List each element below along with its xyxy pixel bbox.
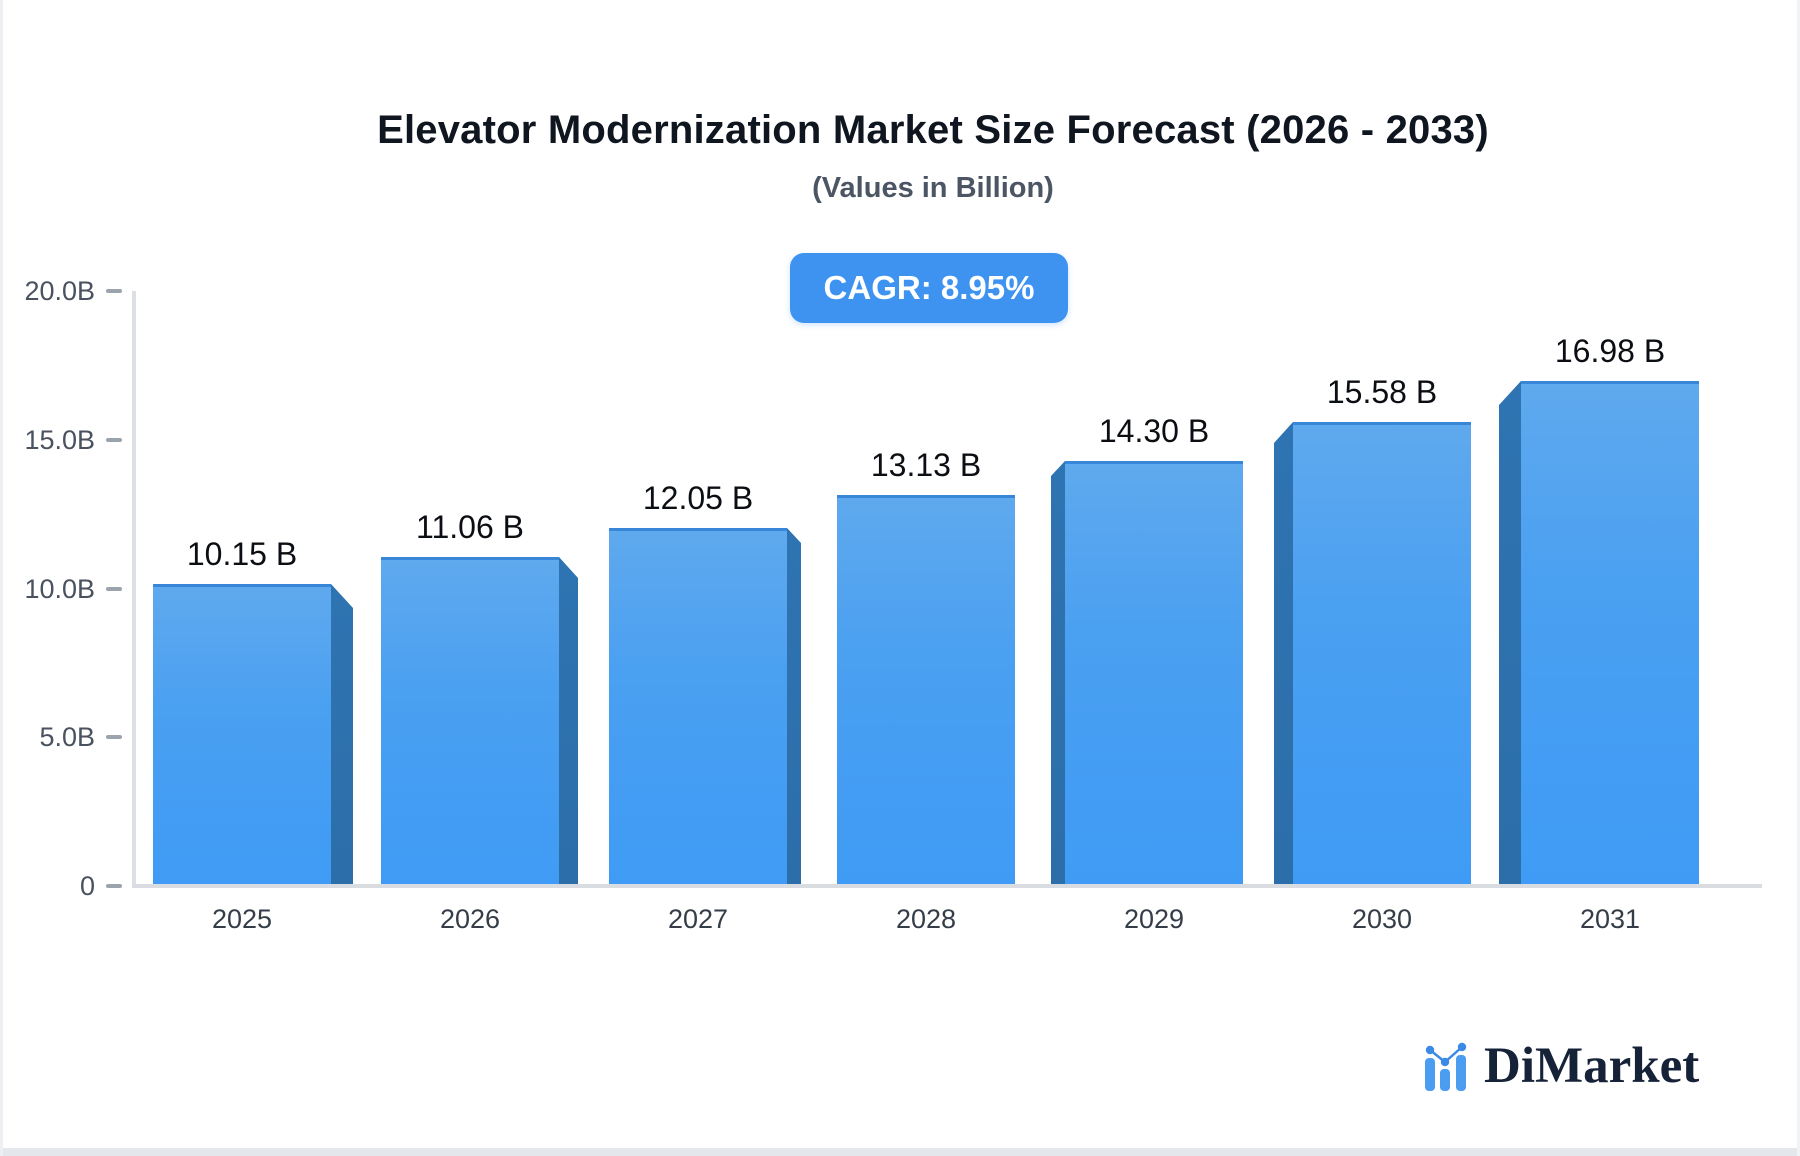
bar-value-label-2029: 14.30 B <box>1098 413 1210 449</box>
y-tick-dash-20.0B <box>106 289 122 293</box>
bar-2026 <box>381 557 559 886</box>
bar-side-shadow-2031 <box>1499 381 1521 886</box>
x-axis-label-2029: 2029 <box>1123 904 1185 934</box>
bar-side-shadow-2025 <box>331 584 353 886</box>
bar-value-label-2028: 13.13 B <box>870 447 982 483</box>
chart-subtitle: (Values in Billion) <box>812 172 1054 204</box>
bar-2030 <box>1293 422 1471 886</box>
bar-2031 <box>1521 381 1699 886</box>
brand-logo: DiMarket <box>1423 1038 1699 1094</box>
x-axis-label-2025: 2025 <box>211 904 273 934</box>
cagr-badge: CAGR: 8.95% <box>790 253 1068 323</box>
bar-value-label-2026: 11.06 B <box>416 509 524 545</box>
bar-side-shadow-2030 <box>1274 422 1293 886</box>
y-tick-dash-15.0B <box>106 437 122 442</box>
bar-value-label-2031: 16.98 B <box>1554 333 1666 369</box>
x-axis-label-2030: 2030 <box>1351 904 1413 934</box>
y-tick-dash-5.0B <box>106 735 122 740</box>
bar-side-shadow-2026 <box>559 557 578 886</box>
x-axis-label-2028: 2028 <box>895 904 957 934</box>
brand-name: DiMarket <box>1484 1038 1700 1094</box>
y-tick-dash-0 <box>106 884 122 888</box>
y-tick-label-20.0B: 20.0B <box>24 276 95 306</box>
y-tick-label-10.0B: 10.0B <box>24 573 95 604</box>
y-tick-label-5.0B: 5.0B <box>39 722 95 753</box>
bar-value-label-2027: 12.05 B <box>642 480 754 516</box>
bar-value-label-2025: 10.15 B <box>186 536 298 572</box>
x-axis-label-2027: 2027 <box>667 904 729 934</box>
y-tick-label-0: 0 <box>79 871 95 901</box>
chart-title: Elevator Modernization Market Size Forec… <box>377 108 1489 152</box>
bar-2029 <box>1065 461 1243 886</box>
x-axis-baseline <box>132 884 1762 888</box>
bar-side-shadow-2027 <box>787 528 801 886</box>
bar-2027 <box>609 528 787 886</box>
bar-value-label-2030: 15.58 B <box>1326 374 1438 410</box>
y-tick-label-15.0B: 15.0B <box>24 424 95 455</box>
y-tick-dash-10.0B <box>106 586 122 591</box>
bar-2025 <box>153 584 331 886</box>
y-axis-line <box>132 291 136 888</box>
bar-2028 <box>837 495 1015 886</box>
bar-line-chart-icon <box>1423 1041 1469 1091</box>
x-axis-label-2026: 2026 <box>439 904 501 934</box>
bottom-border <box>3 1148 1797 1156</box>
x-axis-label-2031: 2031 <box>1579 904 1641 934</box>
bar-side-shadow-2029 <box>1051 461 1065 886</box>
